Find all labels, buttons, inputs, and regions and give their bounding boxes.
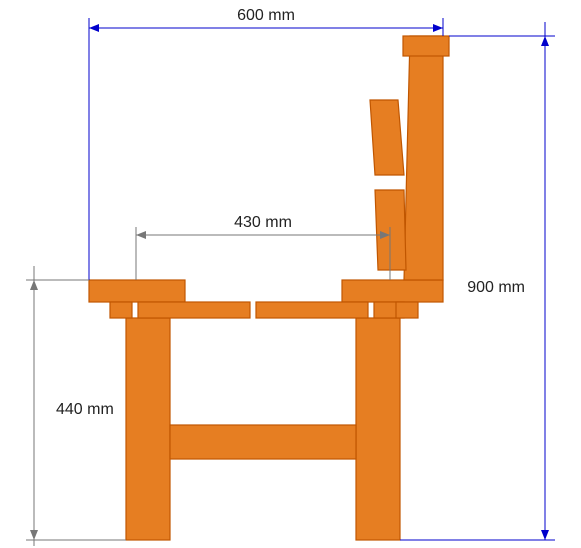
label-seat-height: 440 mm: [56, 401, 114, 418]
arm-support-front: [110, 302, 132, 318]
seat-slat-1: [138, 302, 250, 318]
dim-arrow: [89, 24, 99, 32]
back-cap: [403, 36, 449, 56]
dim-arrow: [541, 530, 549, 540]
dim-arrow: [30, 280, 38, 290]
label-total-height: 900 mm: [467, 279, 525, 296]
seat-slat-2: [256, 302, 368, 318]
arm-support-back: [396, 302, 418, 318]
label-top-width: 600 mm: [237, 7, 295, 24]
leg-front: [126, 318, 170, 540]
dim-arrow: [433, 24, 443, 32]
stretcher: [170, 425, 356, 459]
backrest-post: [404, 36, 443, 280]
back-slat-upper: [370, 100, 404, 175]
armrest-right: [342, 280, 443, 302]
armrest-left: [89, 280, 185, 302]
leg-back: [356, 318, 400, 540]
dim-arrow: [30, 530, 38, 540]
label-seat-width: 430 mm: [234, 214, 292, 231]
dim-arrow: [136, 231, 146, 239]
dim-arrow: [541, 36, 549, 46]
